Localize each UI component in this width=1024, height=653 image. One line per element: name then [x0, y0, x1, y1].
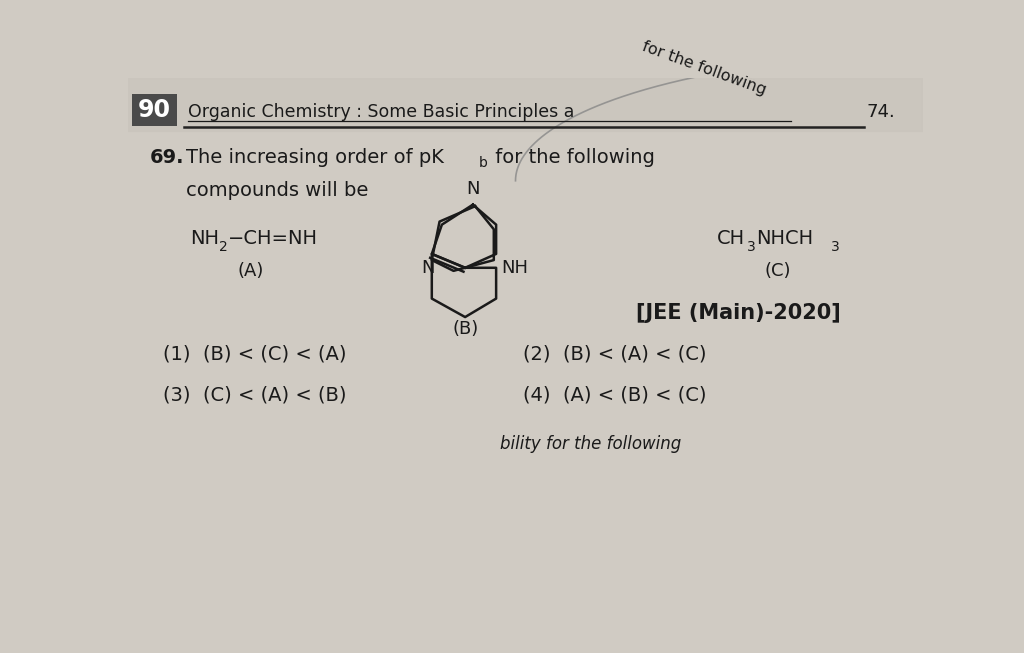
- Text: (4)  (A) < (B) < (C): (4) (A) < (B) < (C): [523, 385, 707, 404]
- Text: (3)  (C) < (A) < (B): (3) (C) < (A) < (B): [163, 385, 346, 404]
- Text: NHCH: NHCH: [756, 229, 813, 248]
- Text: b: b: [478, 156, 487, 170]
- Text: CH: CH: [717, 229, 745, 248]
- Text: (A): (A): [238, 262, 263, 280]
- Text: 3: 3: [830, 240, 840, 253]
- Text: 3: 3: [746, 240, 756, 253]
- Text: N: N: [466, 180, 479, 198]
- Text: NH: NH: [502, 259, 528, 277]
- Text: for the following: for the following: [640, 39, 768, 97]
- Text: compounds will be: compounds will be: [186, 181, 369, 200]
- Text: (2)  (B) < (A) < (C): (2) (B) < (A) < (C): [523, 345, 707, 364]
- Text: −CH=NH: −CH=NH: [228, 229, 318, 248]
- Text: 69.: 69.: [150, 148, 184, 167]
- Text: (C): (C): [764, 262, 791, 280]
- Text: bility for the following: bility for the following: [500, 435, 681, 453]
- Text: (B): (B): [452, 321, 478, 338]
- Text: 2: 2: [219, 240, 227, 253]
- Text: N: N: [421, 259, 434, 276]
- Text: [JEE (Main)-2020]: [JEE (Main)-2020]: [636, 303, 841, 323]
- FancyBboxPatch shape: [132, 94, 177, 126]
- Text: 90: 90: [138, 98, 171, 122]
- Text: 74.: 74.: [866, 103, 895, 121]
- Text: for the following: for the following: [489, 148, 655, 167]
- Text: NH: NH: [190, 229, 219, 248]
- Text: (1)  (B) < (C) < (A): (1) (B) < (C) < (A): [163, 345, 346, 364]
- Text: Organic Chemistry : Some Basic Principles a: Organic Chemistry : Some Basic Principle…: [188, 103, 574, 121]
- Text: The increasing order of pK: The increasing order of pK: [186, 148, 444, 167]
